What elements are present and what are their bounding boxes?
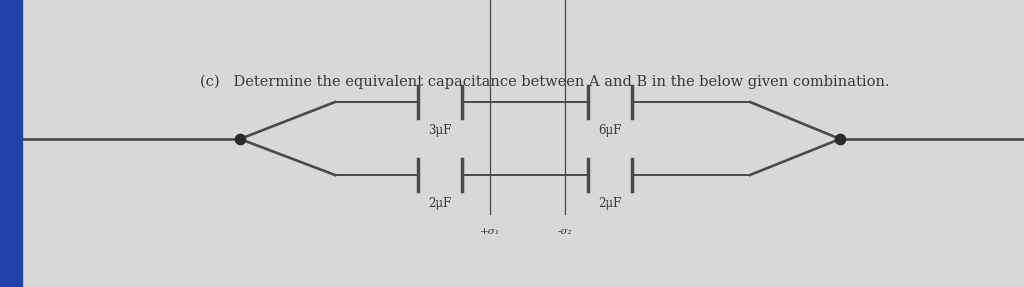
Text: 2μF: 2μF: [428, 197, 452, 210]
Text: 3μF: 3μF: [428, 124, 452, 137]
Text: 6μF: 6μF: [598, 124, 622, 137]
Text: (c)   Determine the equivalent capacitance between A and B in the below given co: (c) Determine the equivalent capacitance…: [200, 75, 890, 89]
Text: 2μF: 2μF: [598, 197, 622, 210]
Point: [831, 137, 848, 141]
Text: +σ₁: +σ₁: [480, 227, 500, 236]
Point: [231, 137, 248, 141]
Text: -σ₂: -σ₂: [558, 227, 572, 236]
Bar: [0, 0, 22, 287]
